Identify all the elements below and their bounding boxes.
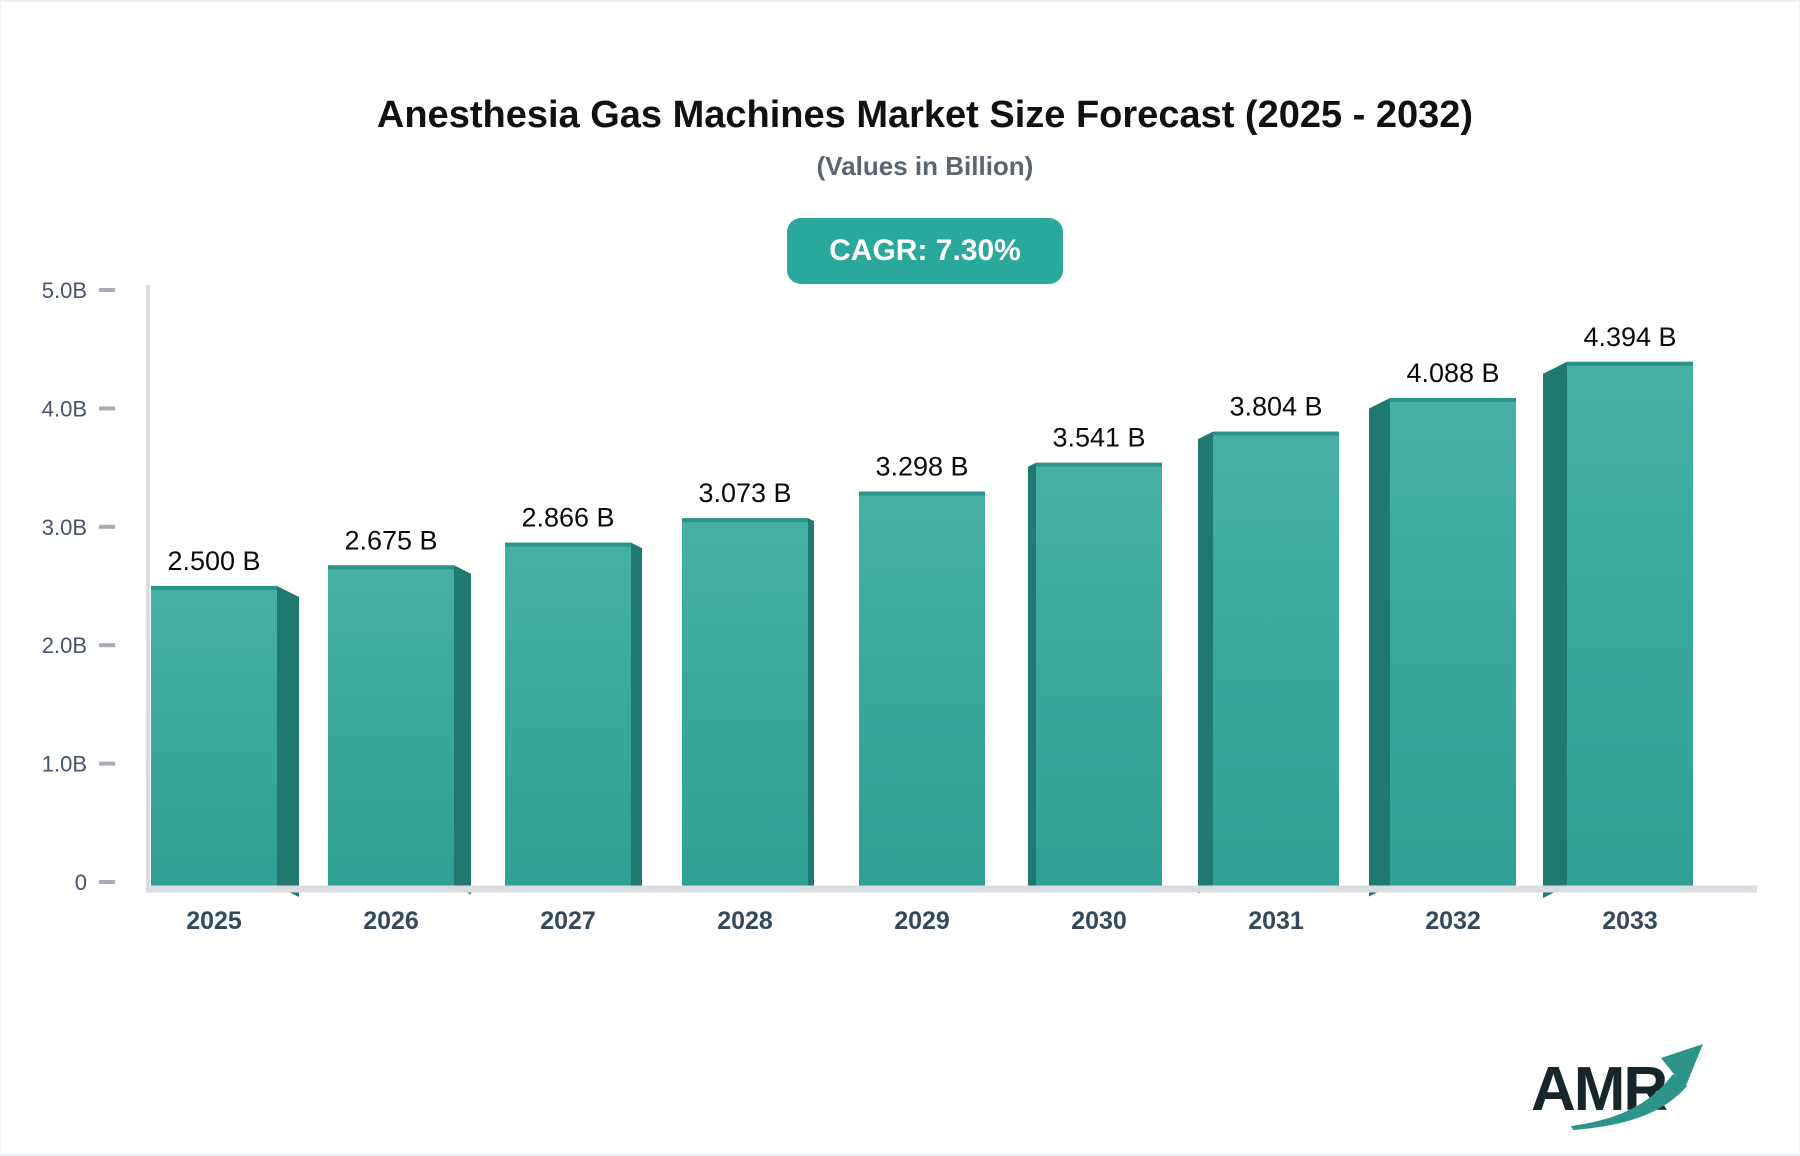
bar-top-edge-2030 <box>1036 462 1162 467</box>
bar-2029 <box>859 491 985 886</box>
bar-value-label: 2.500 B <box>167 546 260 576</box>
amr-logo: AMR <box>1531 1044 1703 1130</box>
bar-top-edge-2025 <box>151 586 277 590</box>
bar-top-edge-2031 <box>1213 431 1339 436</box>
bar-value-label: 4.088 B <box>1406 358 1499 388</box>
x-axis-label: 2026 <box>363 907 419 935</box>
bar-side-face-2032 <box>1369 397 1390 897</box>
x-axis-label: 2027 <box>540 907 596 935</box>
bar-top-edge-2029 <box>859 491 985 496</box>
bar-top-edge-2033 <box>1567 361 1693 366</box>
bar-2033 <box>1567 361 1693 887</box>
x-axis-label: 2030 <box>1071 907 1127 935</box>
x-axis-label: 2032 <box>1425 907 1481 935</box>
y-axis-tick-label: 4.0B <box>42 396 87 421</box>
bar-side-face-2031 <box>1198 431 1213 894</box>
bar-side-face-2030 <box>1028 462 1036 890</box>
bar-2030 <box>1036 462 1162 886</box>
bar-value-label: 3.298 B <box>875 452 968 482</box>
amr-logo-arrow-head-icon <box>1661 1044 1703 1088</box>
y-axis-tick-label: 2.0B <box>42 633 87 658</box>
chart-header: Anesthesia Gas Machines Market Size Fore… <box>49 2 1799 284</box>
bar-2028 <box>682 518 808 886</box>
bar-top-edge-2032 <box>1390 397 1516 402</box>
x-axis-label: 2025 <box>186 907 242 935</box>
bar-value-label: 2.675 B <box>344 525 437 555</box>
chart-subtitle: (Values in Billion) <box>816 151 1034 181</box>
bar-side-face-2033 <box>1543 361 1567 899</box>
bar-side-face-2025 <box>277 586 299 897</box>
x-axis-label: 2031 <box>1248 907 1304 935</box>
bar-value-label: 3.541 B <box>1052 423 1145 453</box>
bar-side-face-2027 <box>631 542 642 892</box>
bar-value-label: 3.073 B <box>698 478 791 508</box>
x-axis-label: 2029 <box>894 907 950 935</box>
bar-value-label: 2.866 B <box>521 503 614 533</box>
y-axis-tick-label: 0 <box>75 870 87 895</box>
bar-top-edge-2026 <box>328 565 454 570</box>
x-axis-label: 2028 <box>717 907 773 935</box>
chart-title: Anesthesia Gas Machines Market Size Fore… <box>376 94 1474 136</box>
bar-side-face-2026 <box>454 565 471 895</box>
bar-side-face-2028 <box>808 518 814 889</box>
bar-2025 <box>151 586 277 886</box>
bar-2026 <box>328 565 454 886</box>
y-axis-tick-label: 5.0B <box>42 278 87 303</box>
cagr-badge: CAGR: 7.30% <box>787 218 1063 284</box>
y-axis-tick-label: 3.0B <box>42 515 87 540</box>
bar-value-label: 4.394 B <box>1583 322 1676 352</box>
bar-2027 <box>505 542 631 886</box>
bar-2032 <box>1390 397 1516 886</box>
bar-top-edge-2028 <box>682 518 808 523</box>
amr-logo-arrow-swoosh <box>1571 1074 1687 1130</box>
x-axis-label: 2033 <box>1602 907 1658 935</box>
y-axis-tick-label: 1.0B <box>42 752 87 777</box>
bar-top-edge-2027 <box>505 542 631 547</box>
bar-value-label: 3.804 B <box>1229 392 1322 422</box>
bar-2031 <box>1213 431 1339 886</box>
